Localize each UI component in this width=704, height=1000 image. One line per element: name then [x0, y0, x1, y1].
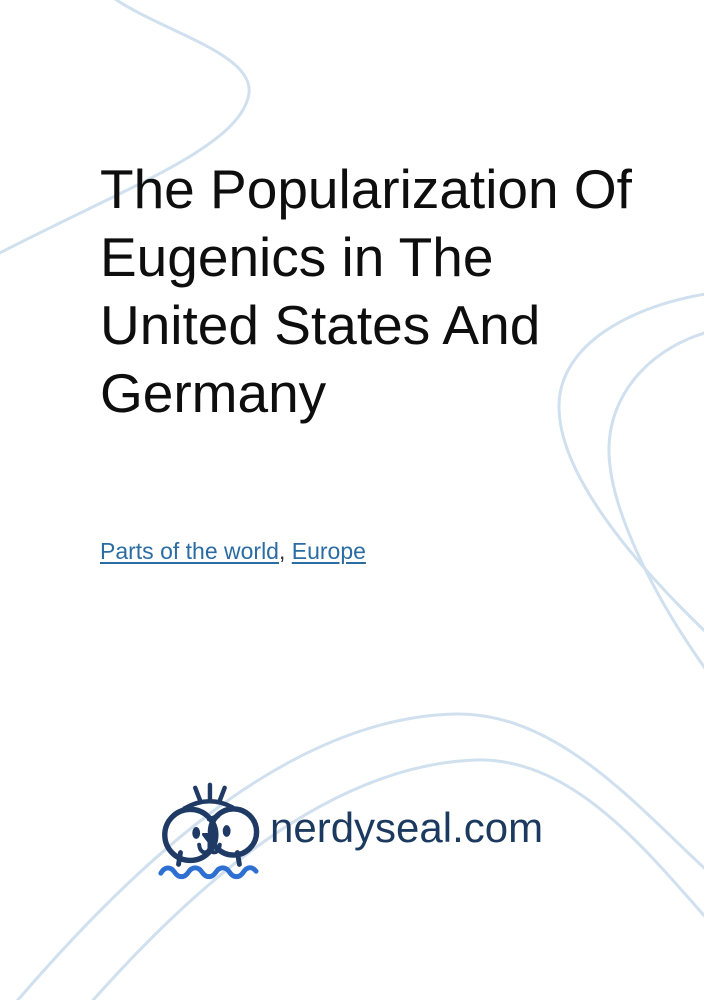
seal-with-glasses-icon	[158, 782, 260, 880]
page-title-line: Eugenics in The	[100, 226, 494, 288]
page-title: The Popularization Of Eugenics in The Un…	[100, 155, 670, 427]
category-links: Parts of the world, Europe	[100, 538, 366, 565]
category-separator: ,	[278, 538, 292, 564]
curve-top-left	[0, 0, 251, 255]
page-title-line: Germany	[100, 362, 327, 424]
page-title-line: The Popularization Of	[100, 158, 632, 220]
category-link-parts-of-the-world[interactable]: Parts of the world	[100, 538, 279, 564]
category-link-europe[interactable]: Europe	[291, 538, 366, 564]
site-logo[interactable]: nerdyseal.com	[148, 776, 558, 886]
site-name: nerdyseal.com	[270, 804, 544, 851]
curve-right-inner	[607, 331, 704, 670]
page-title-line: United States And	[100, 294, 541, 356]
curve-bottom-lower	[91, 758, 704, 1000]
curve-bottom-upper	[15, 712, 704, 1000]
